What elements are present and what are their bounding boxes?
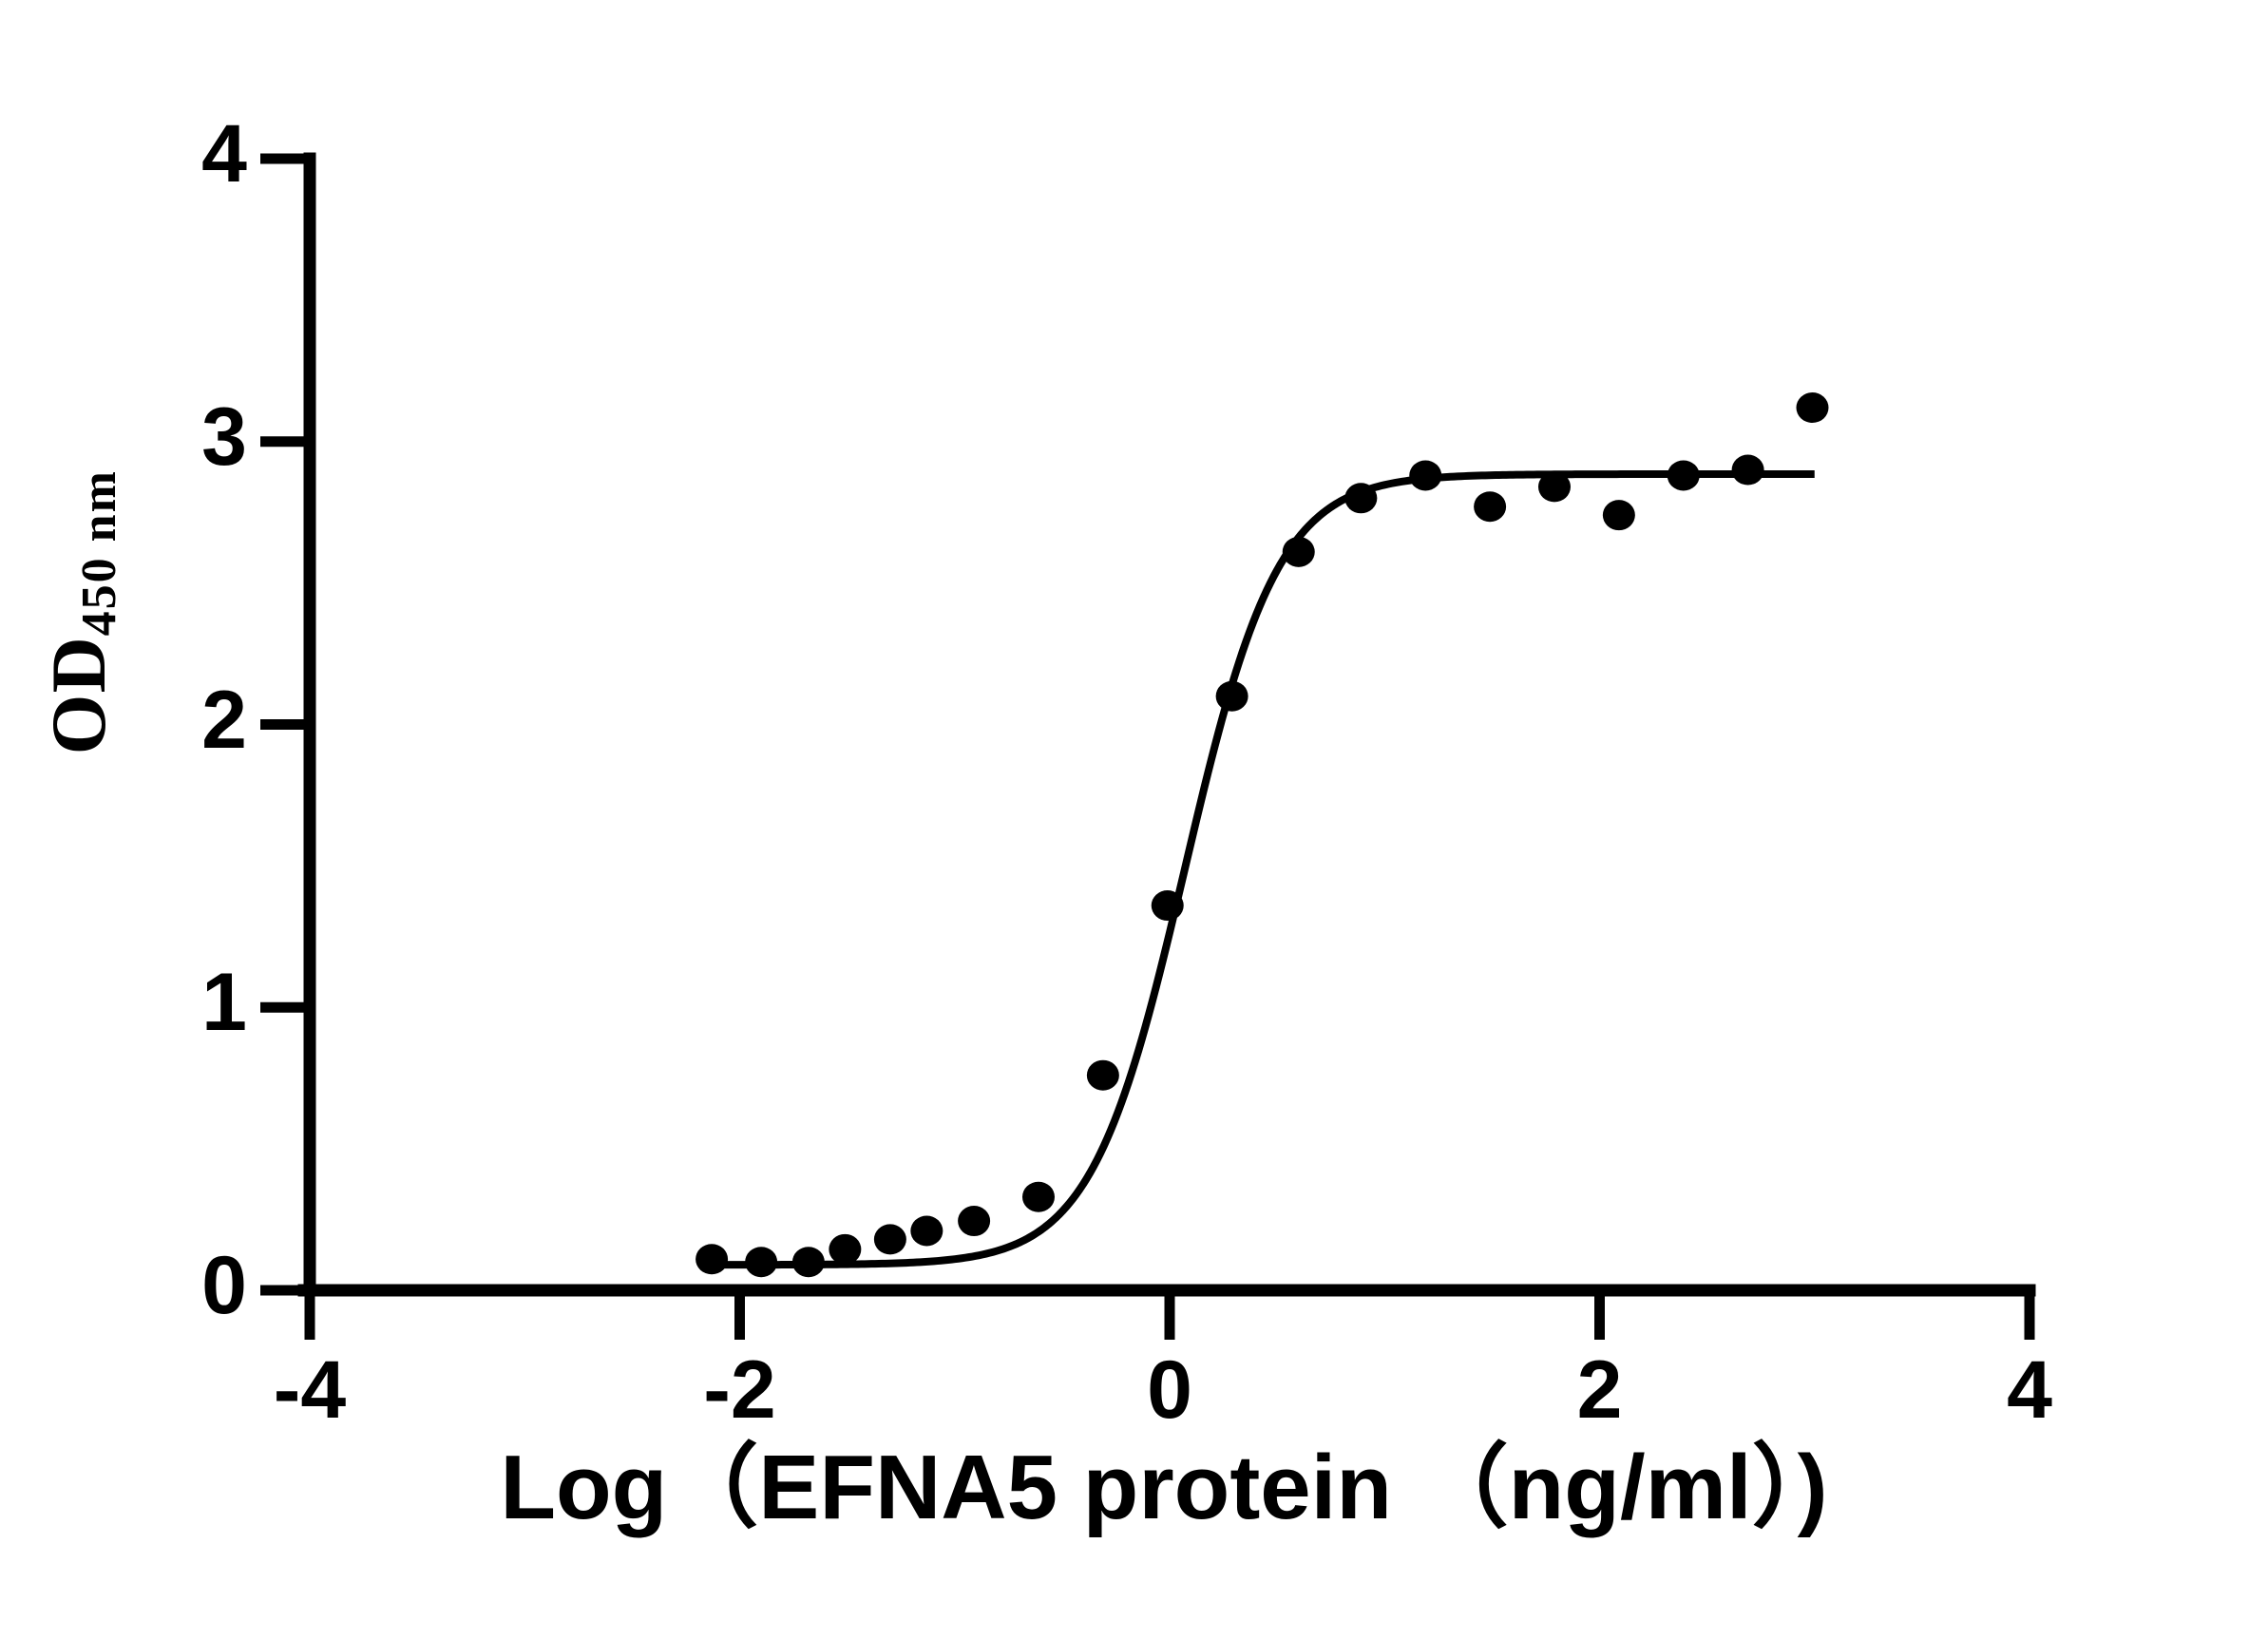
data-point [1021,1181,1055,1212]
y-tick-label-3: 3 [201,391,247,483]
x-axis-ticks [304,1290,2035,1340]
y-tick-label-0: 0 [201,1240,247,1331]
data-point [1667,460,1700,491]
data-point [1474,491,1507,523]
data-point [1537,471,1571,503]
y-axis-title: OD450 nm [34,346,127,878]
data-point [829,1233,862,1265]
data-point [1796,392,1829,424]
data-point [1409,460,1442,491]
data-point [1602,500,1635,531]
data-point [1344,483,1378,514]
data-point [1731,454,1764,486]
data-point-markers [696,392,1829,1278]
x-axis-title: Log（EFNA5 protein （ng/ml）) [500,1437,1828,1538]
fitted-curve [704,469,1816,1269]
y-tick-label-2: 2 [201,674,247,766]
y-tick-label-4: 4 [201,108,247,200]
data-point [1215,680,1248,712]
data-point [958,1206,991,1237]
y-tick-label-1: 1 [201,957,247,1049]
y-axis-title-base: OD [34,636,122,755]
y-axis-ticks [260,153,310,1296]
data-point [1151,890,1184,922]
x-tick-label-0: 0 [1147,1344,1192,1436]
data-point [1086,1059,1119,1091]
x-tick-label-4: 4 [2007,1344,2052,1436]
data-point [1282,536,1315,567]
x-tick-label--4: -4 [273,1344,347,1436]
data-point [696,1244,729,1275]
x-tick-label-2: 2 [1576,1344,1623,1436]
y-axis-title-subscript: 450 nm [72,469,127,637]
data-point [745,1247,778,1278]
data-point [791,1247,825,1278]
data-point [873,1224,906,1255]
x-tick-label--2: -2 [703,1344,776,1436]
data-point [910,1215,943,1247]
